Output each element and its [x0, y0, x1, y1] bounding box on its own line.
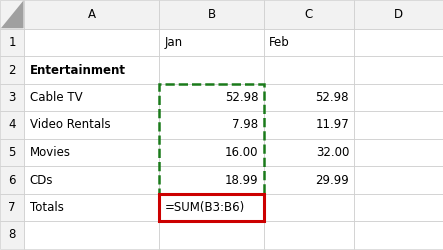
Bar	[264, 111, 354, 139]
Bar	[0, 194, 24, 221]
Bar	[354, 0, 443, 29]
Bar	[0, 84, 24, 111]
Bar	[354, 84, 443, 111]
Bar	[354, 0, 443, 29]
Text: Feb: Feb	[269, 36, 290, 49]
Bar	[24, 84, 159, 111]
Bar	[354, 166, 443, 194]
Text: D: D	[394, 8, 403, 21]
Bar	[264, 194, 354, 221]
Text: 1: 1	[8, 36, 16, 49]
Text: A: A	[88, 8, 96, 21]
Bar	[354, 29, 443, 56]
Polygon shape	[1, 0, 23, 28]
Text: Totals: Totals	[30, 201, 63, 214]
Bar	[159, 84, 264, 194]
Bar	[24, 111, 159, 139]
Bar	[354, 56, 443, 84]
Text: 16.00: 16.00	[225, 146, 258, 159]
Text: 2: 2	[8, 64, 16, 76]
Bar	[159, 221, 264, 249]
Text: C: C	[305, 8, 313, 21]
Text: 7: 7	[8, 201, 16, 214]
Bar	[0, 139, 24, 166]
Text: Entertainment: Entertainment	[30, 64, 126, 76]
Bar	[24, 221, 159, 249]
Bar	[0, 56, 24, 84]
Text: CDs: CDs	[30, 174, 53, 186]
Text: =SUM(B3:B6): =SUM(B3:B6)	[165, 201, 245, 214]
Bar	[159, 29, 264, 56]
Bar	[0, 29, 24, 56]
Bar	[264, 221, 354, 249]
Text: 32.00: 32.00	[316, 146, 349, 159]
Bar	[264, 0, 354, 29]
Bar	[24, 194, 159, 221]
Bar	[264, 56, 354, 84]
Bar	[354, 139, 443, 166]
Bar	[24, 56, 159, 84]
Text: 6: 6	[8, 174, 16, 186]
Bar	[24, 0, 159, 29]
Bar	[264, 84, 354, 111]
Text: 29.99: 29.99	[315, 174, 349, 186]
Text: Video Rentals: Video Rentals	[30, 118, 110, 132]
Bar	[0, 29, 24, 56]
Bar	[159, 111, 264, 139]
Text: B: B	[207, 8, 216, 21]
Text: 18.99: 18.99	[225, 174, 258, 186]
Text: Cable TV: Cable TV	[30, 91, 82, 104]
Bar	[0, 221, 24, 249]
Bar	[24, 166, 159, 194]
Text: Movies: Movies	[30, 146, 71, 159]
Bar	[264, 139, 354, 166]
Bar	[159, 0, 264, 29]
Text: 11.97: 11.97	[315, 118, 349, 132]
Bar	[24, 139, 159, 166]
Text: 8: 8	[8, 228, 16, 241]
Bar	[0, 139, 24, 166]
Bar	[159, 139, 264, 166]
Text: 4: 4	[8, 118, 16, 132]
Bar	[159, 56, 264, 84]
Bar	[0, 0, 24, 29]
Text: 7.98: 7.98	[232, 118, 258, 132]
Bar	[0, 84, 24, 111]
Text: Jan: Jan	[165, 36, 183, 49]
Bar	[0, 111, 24, 139]
Bar	[159, 166, 264, 194]
Bar	[24, 29, 159, 56]
Bar	[354, 111, 443, 139]
Bar	[264, 166, 354, 194]
Bar	[159, 194, 264, 221]
Bar	[264, 29, 354, 56]
Text: 52.98: 52.98	[315, 91, 349, 104]
Text: 52.98: 52.98	[225, 91, 258, 104]
Bar	[24, 0, 159, 29]
Bar	[0, 194, 24, 221]
Text: 3: 3	[8, 91, 16, 104]
Bar	[159, 84, 264, 111]
Bar	[0, 111, 24, 139]
Bar	[264, 0, 354, 29]
Bar	[0, 166, 24, 194]
Bar	[0, 166, 24, 194]
Bar	[0, 0, 24, 29]
Text: 5: 5	[8, 146, 16, 159]
Bar	[159, 0, 264, 29]
Bar	[159, 194, 264, 221]
Bar	[0, 221, 24, 249]
Bar	[0, 56, 24, 84]
Bar	[354, 221, 443, 249]
Bar	[354, 194, 443, 221]
